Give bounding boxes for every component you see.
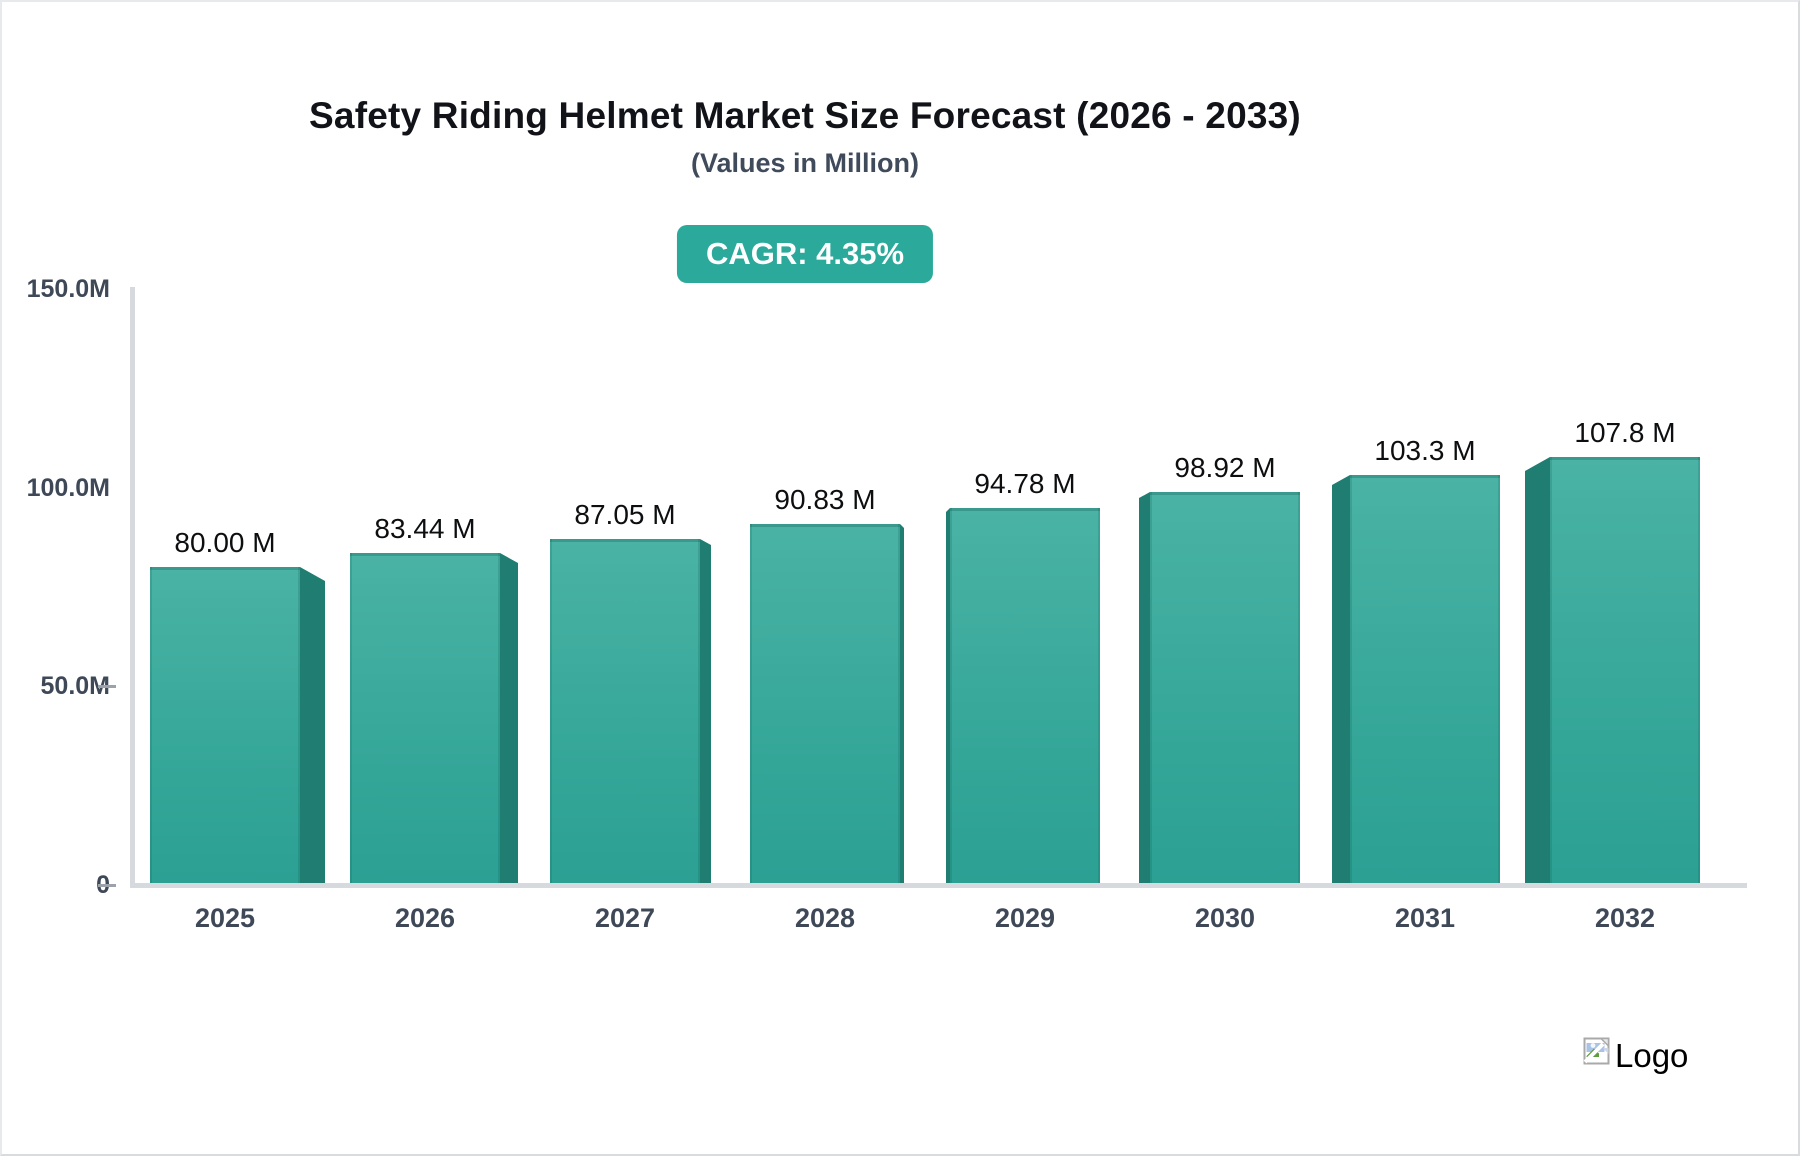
x-tick-label: 2031 [1394, 903, 1456, 933]
bar [950, 508, 1100, 883]
bar [750, 524, 900, 883]
x-axis-line [130, 883, 1747, 888]
bar-side-face [900, 524, 904, 883]
x-tick-label: 2026 [394, 903, 456, 933]
bar-value-label: 87.05 M [574, 499, 676, 530]
bar [550, 539, 700, 883]
bar [150, 567, 300, 883]
bar-value-label: 90.83 M [774, 484, 876, 515]
x-tick-label: 2030 [1194, 903, 1256, 933]
cagr-badge: CAGR: 4.35% [676, 225, 934, 283]
y-tick-mark [98, 884, 116, 887]
y-axis-line [130, 287, 135, 887]
bar-value-label: 103.3 M [1374, 435, 1476, 466]
bar [1550, 457, 1700, 883]
chart-title: Safety Riding Helmet Market Size Forecas… [309, 95, 1301, 136]
bar-value-label: 80.00 M [174, 527, 276, 558]
y-tick-label: 50.0M [40, 672, 110, 701]
y-tick-label: 0 [4, 869, 110, 901]
bar-side-face [1139, 492, 1150, 883]
x-tick-label: 2027 [594, 903, 656, 933]
bar-value-label: 83.44 M [374, 513, 476, 544]
y-tick-label: 150.0M [26, 275, 110, 303]
bar [1150, 492, 1300, 883]
bar-side-face [946, 508, 950, 883]
chart-subtitle: (Values in Million) [690, 148, 920, 178]
x-tick-label: 2032 [1594, 903, 1656, 933]
logo-alt-text: Logo [1615, 1037, 1689, 1074]
y-tick-label: 100.0M [26, 473, 110, 502]
bar-value-label: 94.78 M [974, 468, 1076, 499]
x-tick-label: 2025 [194, 903, 256, 933]
bar-side-face [1332, 475, 1350, 883]
bar-value-label: 98.92 M [1174, 452, 1276, 483]
x-tick-label: 2028 [794, 903, 856, 933]
y-tick-mark [98, 685, 116, 689]
broken-image-icon [1583, 1037, 1610, 1065]
bar-side-face [300, 567, 325, 883]
bar-side-face [500, 553, 518, 883]
bar [1350, 475, 1500, 883]
bar [350, 553, 500, 883]
bar-value-label: 107.8 M [1574, 417, 1676, 448]
bar-side-face [700, 539, 711, 883]
bar-side-face [1525, 457, 1550, 883]
logo: Logo [1583, 1036, 1688, 1076]
x-tick-label: 2029 [994, 903, 1056, 933]
